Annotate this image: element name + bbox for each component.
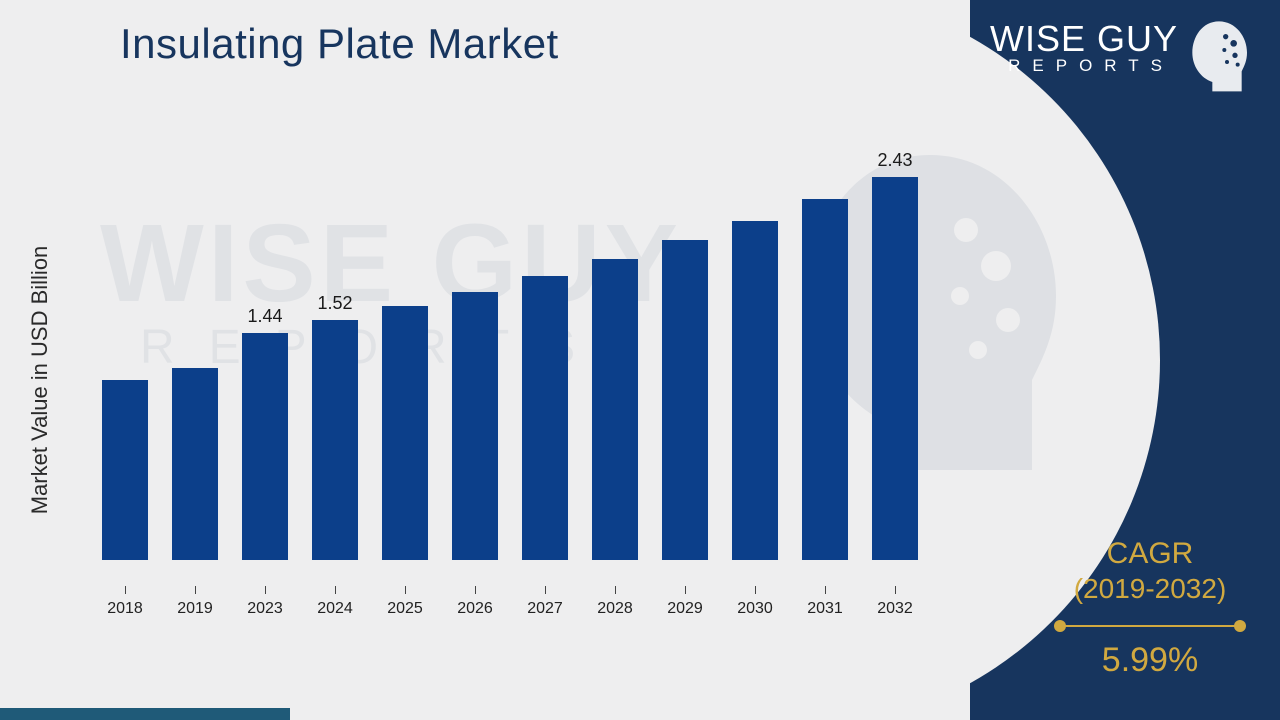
x-tick: 2031 — [790, 586, 860, 618]
x-tick: 2030 — [720, 586, 790, 618]
bar-group — [720, 221, 790, 560]
bar — [522, 276, 568, 560]
x-tick: 2032 — [860, 586, 930, 618]
tick-label: 2030 — [737, 600, 773, 618]
tick-mark — [475, 586, 476, 594]
bar-group — [440, 292, 510, 560]
bar — [452, 292, 498, 560]
bar — [732, 221, 778, 560]
x-tick: 2029 — [650, 586, 720, 618]
bar — [872, 177, 918, 560]
tick-label: 2019 — [177, 600, 213, 618]
tick-label: 2028 — [597, 600, 633, 618]
tick-label: 2032 — [877, 600, 913, 618]
bar — [662, 240, 708, 560]
tick-mark — [125, 586, 126, 594]
tick-label: 2027 — [527, 600, 563, 618]
tick-mark — [405, 586, 406, 594]
bar-value-label: 2.43 — [877, 150, 912, 171]
cagr-divider — [1060, 625, 1240, 627]
bar-group — [90, 380, 160, 560]
tick-mark — [615, 586, 616, 594]
bar — [102, 380, 148, 560]
tick-mark — [335, 586, 336, 594]
bar-chart: Market Value in USD Billion 1.441.522.43… — [60, 150, 930, 610]
x-tick: 2025 — [370, 586, 440, 618]
tick-label: 2024 — [317, 600, 353, 618]
tick-mark — [895, 586, 896, 594]
report-canvas: WISE GUY REPORTS Insulating Plate Market… — [0, 0, 1280, 720]
bar — [382, 306, 428, 560]
x-tick: 2019 — [160, 586, 230, 618]
tick-mark — [825, 586, 826, 594]
x-tick: 2024 — [300, 586, 370, 618]
cagr-block: CAGR (2019-2032) 5.99% — [1020, 537, 1280, 680]
tick-label: 2018 — [107, 600, 143, 618]
bar-value-label: 1.44 — [247, 306, 282, 327]
bar — [242, 333, 288, 560]
bars-container: 1.441.522.43 — [90, 150, 930, 560]
chart-title: Insulating Plate Market — [120, 20, 559, 68]
bar — [172, 368, 218, 560]
bar-group — [580, 259, 650, 560]
cagr-range: (2019-2032) — [1020, 573, 1280, 605]
bar-group — [160, 368, 230, 560]
logo-main-text: WISE GUY — [990, 18, 1178, 60]
bar — [802, 199, 848, 560]
plot-area: 1.441.522.43 — [90, 150, 930, 560]
tick-label: 2025 — [387, 600, 423, 618]
tick-mark — [265, 586, 266, 594]
tick-mark — [685, 586, 686, 594]
bar-group — [510, 276, 580, 560]
bar — [312, 320, 358, 560]
cagr-label: CAGR — [1020, 537, 1280, 571]
logo-sub-text: REPORTS — [990, 56, 1178, 76]
x-tick: 2026 — [440, 586, 510, 618]
x-tick: 2028 — [580, 586, 650, 618]
x-tick: 2018 — [90, 586, 160, 618]
bottom-accent-bar — [0, 708, 290, 720]
bar-group: 1.44 — [230, 333, 300, 560]
tick-label: 2023 — [247, 600, 283, 618]
bar-group: 2.43 — [860, 177, 930, 560]
y-axis-label: Market Value in USD Billion — [27, 246, 53, 515]
tick-label: 2029 — [667, 600, 703, 618]
brand-logo: WISE GUY REPORTS — [990, 18, 1254, 76]
tick-label: 2026 — [457, 600, 493, 618]
bar-value-label: 1.52 — [317, 293, 352, 314]
cagr-value: 5.99% — [1020, 641, 1280, 680]
bar-group — [650, 240, 720, 560]
bar-group — [790, 199, 860, 560]
tick-mark — [195, 586, 196, 594]
bar — [592, 259, 638, 560]
tick-mark — [545, 586, 546, 594]
tick-label: 2031 — [807, 600, 843, 618]
x-tick: 2027 — [510, 586, 580, 618]
tick-mark — [755, 586, 756, 594]
bar-group: 1.52 — [300, 320, 370, 560]
x-axis-ticks: 2018 2019 2023 2024 2025 2026 2027 2028 2029 2030… — [90, 586, 930, 618]
x-tick: 2023 — [230, 586, 300, 618]
bar-group — [370, 306, 440, 560]
